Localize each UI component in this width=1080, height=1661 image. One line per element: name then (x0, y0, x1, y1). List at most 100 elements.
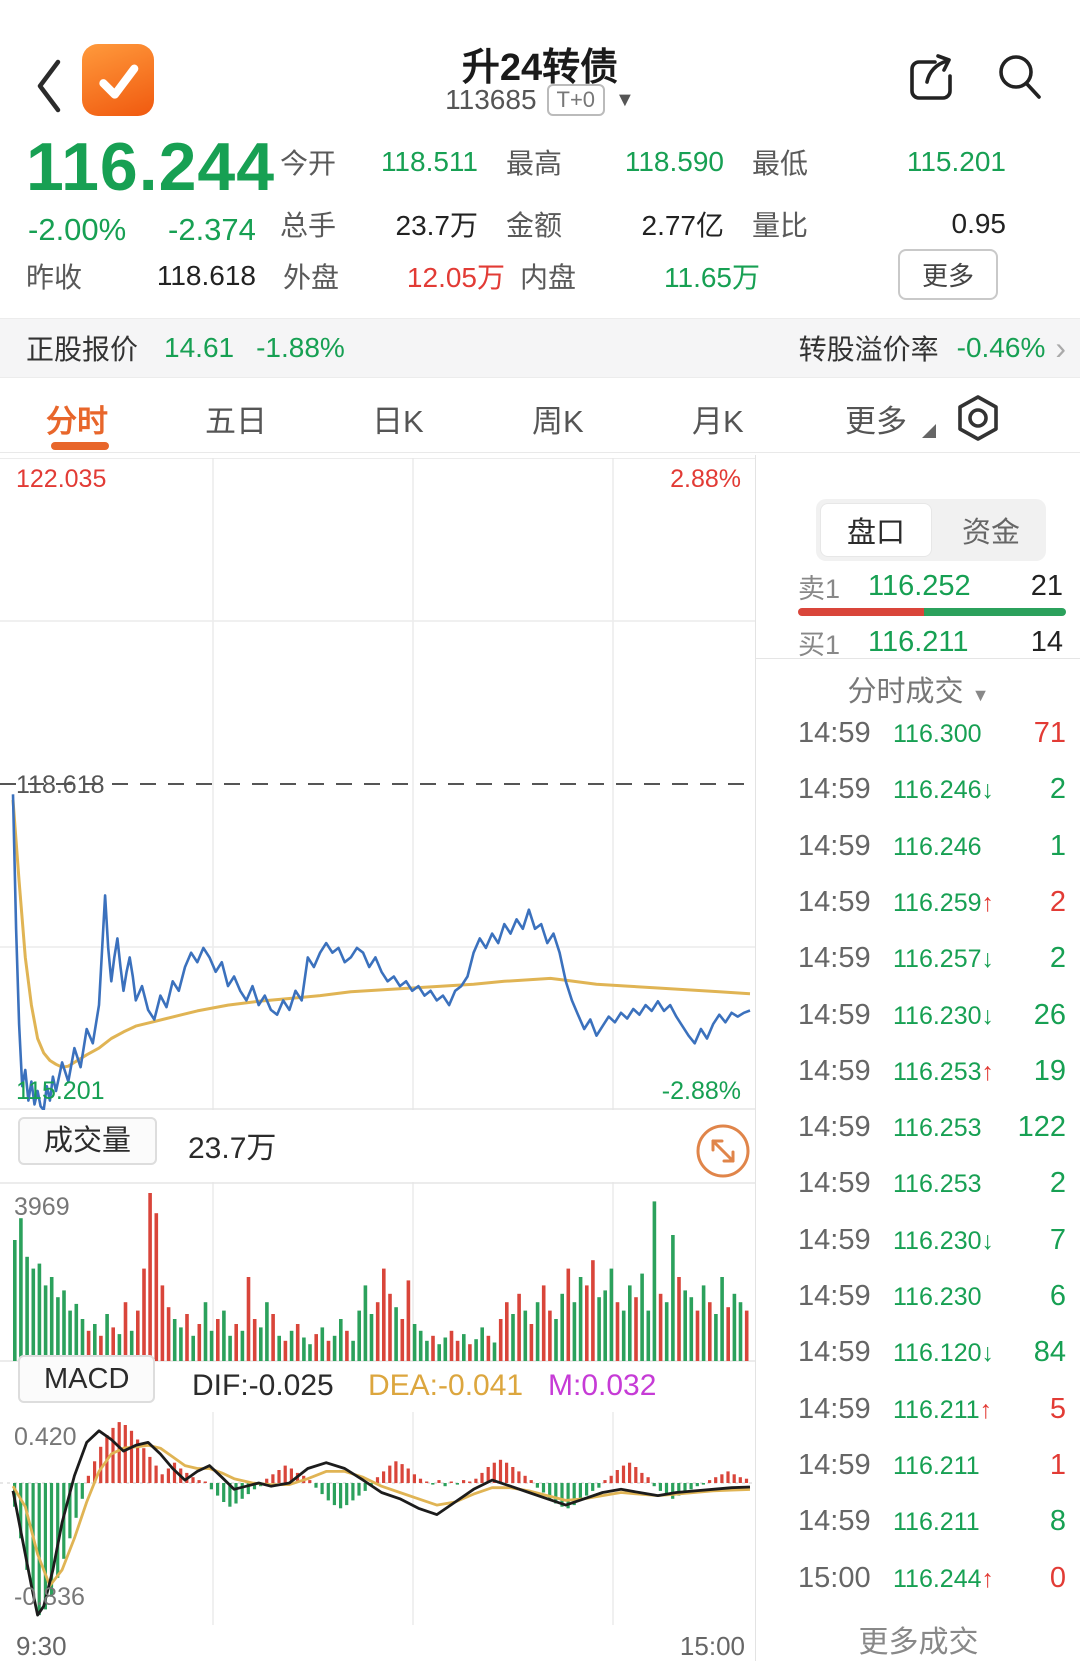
trade-time: 14:59 (798, 1280, 871, 1312)
stock-change-pct: -1.88% (256, 332, 345, 363)
trades-title: 分时成交 (847, 676, 964, 708)
trade-row[interactable]: 14:59 116.253↑ 19 (798, 1055, 1066, 1088)
tab-daily-k[interactable]: 日K (372, 404, 424, 439)
trade-row[interactable]: 14:59 116.230 6 (798, 1280, 1066, 1313)
more-trades-button[interactable]: 更多成交 (858, 1626, 979, 1659)
stat-value: 118.590 (624, 146, 724, 177)
stat-label: 量比 (752, 210, 809, 241)
chart-low-label: 115.201 (16, 1077, 105, 1105)
trade-row[interactable]: 14:59 116.230↓ 7 (798, 1224, 1066, 1257)
trade-price: 116.259↑ (893, 888, 995, 917)
tab-5day[interactable]: 五日 (205, 404, 267, 439)
tab-fund-flow[interactable]: 资金 (961, 517, 1020, 549)
volume-chart[interactable] (0, 1182, 755, 1362)
app-check-icon[interactable] (82, 44, 154, 116)
macd-label: MACD (18, 1355, 156, 1403)
trade-time: 14:59 (798, 1111, 871, 1144)
tab-minute[interactable]: 分时 (46, 404, 108, 439)
trades-list-header[interactable]: 分时成交 ▼ (756, 668, 1080, 710)
trade-price: 116.253↑ (893, 1057, 995, 1086)
macd-bottom-label: -0.836 (14, 1583, 85, 1611)
back-button[interactable] (30, 48, 70, 124)
trade-row[interactable]: 14:59 116.120↓ 84 (798, 1336, 1066, 1369)
more-stats-button[interactable]: 更多 (898, 249, 999, 300)
check-glyph (99, 64, 139, 99)
trade-time: 14:59 (798, 773, 871, 806)
arrow-up-icon: ↑ (981, 888, 995, 917)
stock-row-label: 正股报价 (26, 334, 139, 365)
trade-row[interactable]: 14:59 116.300 71 (798, 717, 1066, 750)
trade-price: 116.230↓ (893, 1001, 995, 1030)
trade-row[interactable]: 14:59 116.246↓ 2 (798, 773, 1066, 806)
arrow-up-icon: ↑ (981, 1057, 995, 1086)
trade-time: 14:59 (798, 829, 871, 862)
tab-order-book[interactable]: 盘口 (820, 503, 932, 557)
prev-close-cell: 昨收 118.618 (26, 256, 256, 296)
trade-volume: 8 (1049, 1505, 1066, 1538)
order-panel: 盘口 资金 卖1 116.252 21 买1 116.211 14 分时成交 ▼… (755, 455, 1080, 1661)
buy1-price: 116.211 (868, 626, 969, 658)
buy-sell-ratio-bar (798, 608, 1066, 616)
trade-row[interactable]: 14:59 116.246 1 (798, 830, 1066, 863)
security-code-row[interactable]: 113685 T+0 ▼ (0, 84, 1080, 116)
stat-value: 11.65万 (664, 262, 760, 293)
tab-monthly-k[interactable]: 月K (692, 404, 744, 439)
underlying-stock-row[interactable]: 正股报价 14.61 -1.88% 转股溢价率 -0.46% › (0, 318, 1080, 378)
trade-row[interactable]: 14:59 116.257↓ 2 (798, 942, 1066, 975)
stat-value: 2.77亿 (641, 210, 725, 241)
buy-ratio-segment (923, 608, 1066, 616)
stat-label: 外盘 (283, 262, 340, 293)
stock-price: 14.61 (164, 332, 235, 363)
chevron-right-icon: › (1055, 329, 1066, 366)
stat-label: 昨收 (26, 262, 83, 293)
inner-vol-cell: 内盘 11.65万 (520, 256, 760, 296)
macd-indicator-button[interactable]: MACD (18, 1355, 156, 1403)
trade-row[interactable]: 15:00 116.244↑ 0 (798, 1562, 1066, 1595)
sell1-volume: 21 (1030, 570, 1063, 602)
trade-price: 116.211↑ (893, 1395, 993, 1424)
search-icon (999, 55, 1041, 99)
intraday-chart[interactable] (0, 458, 755, 1110)
trade-time: 14:59 (798, 1054, 871, 1087)
volume-label: 成交量 (18, 1117, 158, 1165)
macd-chart[interactable] (0, 1412, 755, 1625)
more-tab-triangle-icon (922, 424, 936, 438)
tab-weekly-k[interactable]: 周K (532, 404, 584, 439)
trade-time: 14:59 (798, 1392, 871, 1425)
arrow-down-icon: ↓ (981, 776, 995, 805)
trade-price: 116.253 (893, 1114, 982, 1143)
trade-volume: 2 (1049, 773, 1066, 806)
trade-row[interactable]: 14:59 116.259↑ 2 (798, 886, 1066, 919)
stat-cell: 总手 23.7万 (280, 204, 506, 244)
macd-dif-value: DIF:-0.025 (192, 1369, 334, 1402)
trade-row[interactable]: 14:59 116.230↓ 26 (798, 999, 1066, 1032)
trade-price: 116.257↓ (893, 945, 995, 974)
chart-column: 122.035 2.88% 118.618 115.201 -2.88% 成交量… (0, 455, 755, 1661)
panel-divider (756, 658, 1080, 659)
trade-row[interactable]: 14:59 116.253 122 (798, 1111, 1066, 1144)
trade-price: 116.230 (893, 1283, 982, 1311)
trade-row[interactable]: 14:59 116.211 1 (798, 1449, 1066, 1482)
expand-chart-button[interactable] (695, 1123, 751, 1179)
chart-settings-button[interactable] (952, 392, 1004, 444)
stat-value: 118.511 (380, 146, 478, 177)
trade-row[interactable]: 14:59 116.211 8 (798, 1505, 1066, 1538)
sell1-price: 116.252 (868, 570, 971, 602)
trade-time: 14:59 (798, 1505, 871, 1538)
trade-time: 14:59 (798, 1336, 871, 1369)
quote-stats-grid: 今开 118.511 最高 118.590 最低 115.201 总手 23.7万 金额 2.77… (280, 142, 1006, 244)
buy1-row[interactable]: 买1 116.211 14 (798, 623, 1063, 662)
search-button[interactable] (992, 48, 1046, 104)
axis-end-time: 15:00 (679, 1631, 745, 1661)
share-button[interactable] (905, 48, 957, 104)
tab-more[interactable]: 更多 (845, 404, 907, 439)
trade-row[interactable]: 14:59 116.211↑ 5 (798, 1393, 1066, 1426)
trade-row[interactable]: 14:59 116.253 2 (798, 1167, 1066, 1200)
trade-price: 116.120↓ (893, 1339, 995, 1368)
macd-m-value: M:0.032 (548, 1369, 657, 1402)
sell1-row[interactable]: 卖1 116.252 21 (798, 567, 1063, 606)
stat-label: 今开 (280, 148, 337, 179)
volume-indicator-button[interactable]: 成交量 (18, 1117, 158, 1165)
trade-volume: 5 (1049, 1392, 1066, 1425)
t0-badge: T+0 (546, 84, 606, 116)
